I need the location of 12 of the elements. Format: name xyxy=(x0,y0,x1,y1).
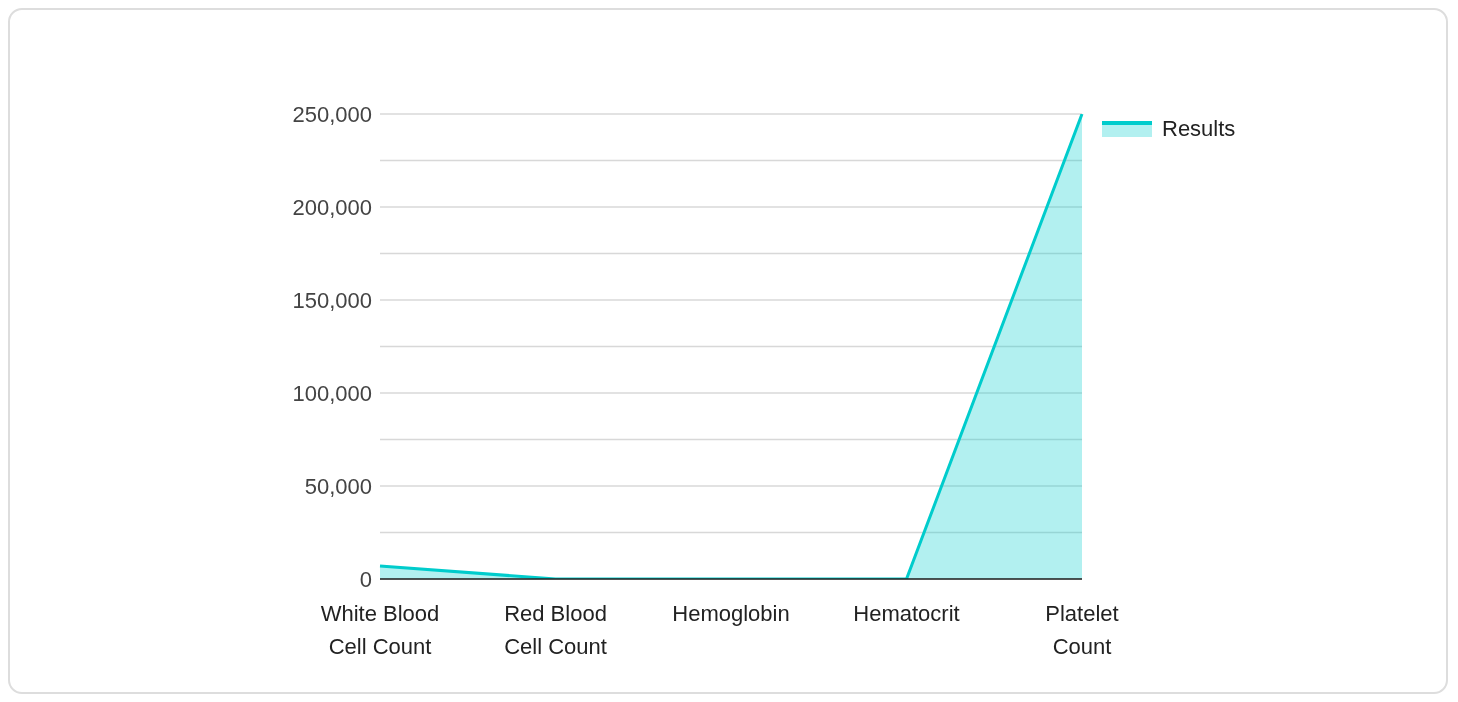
legend-label: Results xyxy=(1162,116,1236,142)
x-tick-label: White Blood Cell Count xyxy=(320,601,440,659)
y-tick-label: 50,000 xyxy=(304,473,372,499)
x-tick-label: Hematocrit xyxy=(853,601,960,626)
x-tick-label: Red Blood Cell Count xyxy=(504,601,607,659)
x-tick-label: Platelet Count xyxy=(1045,601,1119,659)
x-tick-label: Hemoglobin xyxy=(672,601,790,626)
y-tick-label: 0 xyxy=(359,566,372,592)
y-tick-label: 250,000 xyxy=(292,101,372,127)
y-tick-label: 150,000 xyxy=(292,287,372,313)
y-tick-label: 200,000 xyxy=(292,194,372,220)
y-tick-label: 100,000 xyxy=(292,380,372,406)
